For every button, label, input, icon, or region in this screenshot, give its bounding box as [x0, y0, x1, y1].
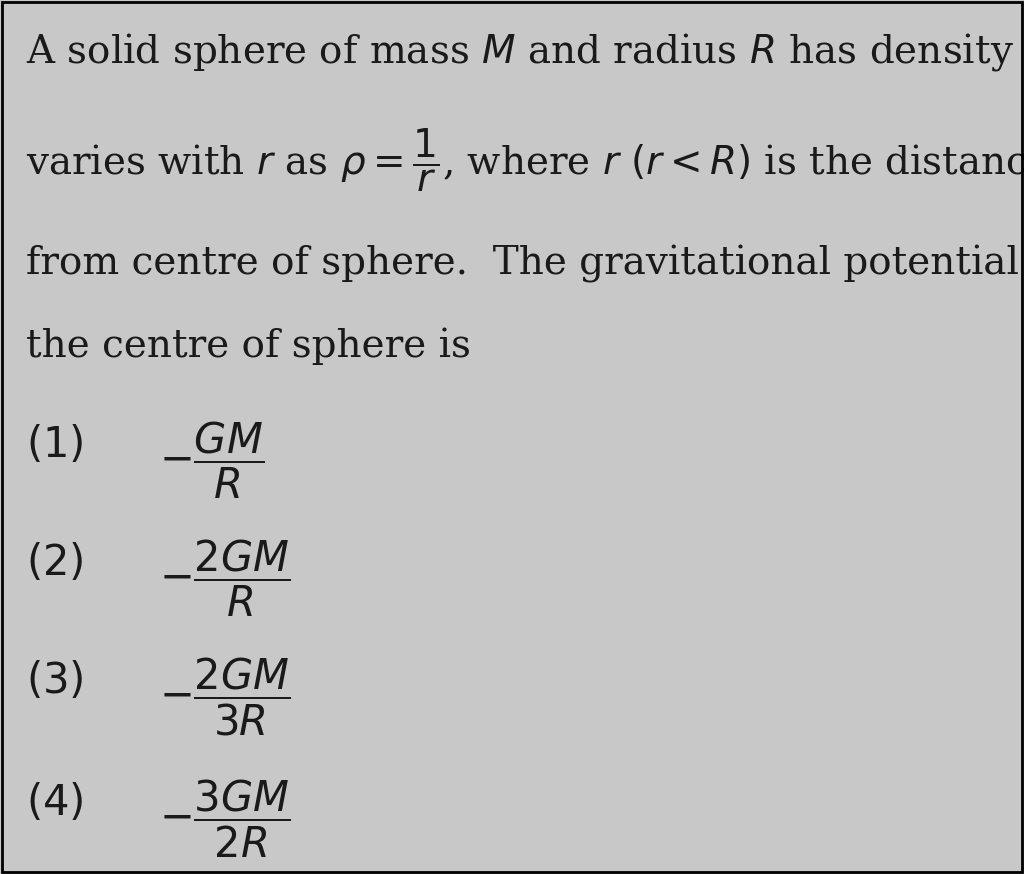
Text: from centre of sphere.  The gravitational potential at: from centre of sphere. The gravitational… — [26, 245, 1024, 282]
Text: $-\dfrac{GM}{R}$: $-\dfrac{GM}{R}$ — [159, 420, 264, 501]
Text: varies with $r$ as $\rho = \dfrac{1}{r}$, where $r$ $(r < R)$ is the distance: varies with $r$ as $\rho = \dfrac{1}{r}$… — [26, 127, 1024, 194]
Text: $-\dfrac{3GM}{2R}$: $-\dfrac{3GM}{2R}$ — [159, 778, 290, 860]
Text: $-\dfrac{2GM}{3R}$: $-\dfrac{2GM}{3R}$ — [159, 656, 290, 738]
Text: $-\dfrac{2GM}{R}$: $-\dfrac{2GM}{R}$ — [159, 538, 290, 619]
Text: the centre of sphere is: the centre of sphere is — [26, 328, 470, 365]
Text: $(4)$: $(4)$ — [26, 782, 83, 824]
Text: $(3)$: $(3)$ — [26, 660, 83, 702]
Text: $(1)$: $(1)$ — [26, 424, 83, 466]
Text: A solid sphere of mass $M$ and radius $R$ has density $\rho$: A solid sphere of mass $M$ and radius $R… — [26, 31, 1024, 73]
Text: $(2)$: $(2)$ — [26, 542, 83, 584]
